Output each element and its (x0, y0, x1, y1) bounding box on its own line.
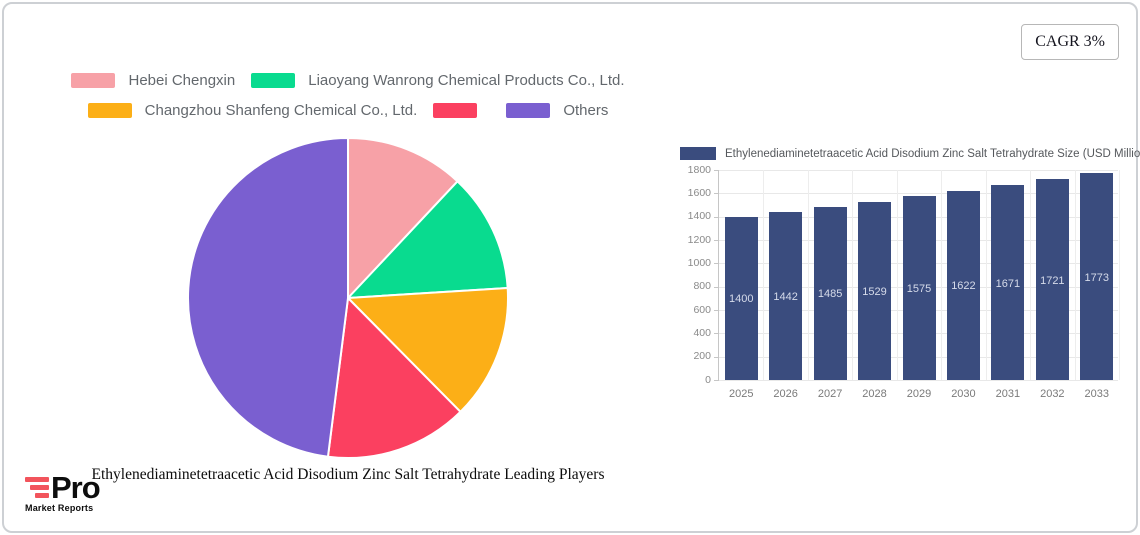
cagr-badge: CAGR 3% (1021, 24, 1119, 60)
y-axis-tick (714, 240, 719, 241)
legend-swatch (506, 103, 551, 118)
logo-subtitle-text: Market Reports (25, 503, 94, 514)
y-axis-tick (714, 216, 719, 218)
y-axis-tick (714, 170, 719, 171)
bar-2033 (1080, 173, 1114, 380)
grid-line-v (1119, 170, 1120, 380)
grid-line-v (985, 170, 987, 380)
x-axis-label: 2032 (1040, 388, 1065, 400)
bar-value-label: 1485 (817, 288, 843, 301)
bar-2026 (769, 211, 803, 380)
y-axis-tick (714, 310, 719, 311)
x-axis-label: 2030 (951, 388, 976, 400)
grid-line-v (896, 170, 898, 380)
x-axis-label: 2026 (773, 388, 798, 400)
logo-brand-text: Pro (51, 470, 101, 505)
pie-slice-0 (347, 137, 459, 299)
bar-value-label: 1575 (906, 283, 932, 296)
grid-line-h (719, 193, 1118, 195)
bar-value-label: 1671 (995, 277, 1021, 290)
pie-legend-item (433, 103, 490, 118)
y-axis-tick (714, 263, 719, 265)
y-axis-label: 800 (693, 280, 711, 293)
grid-line-h (719, 380, 1118, 381)
bar-chart-plot: 0 200 400 600 800 1000 1200 1400 1600 1800 1400 202… (688, 164, 1120, 400)
bar-2032 (1035, 179, 1069, 380)
bar-2025 (724, 216, 758, 380)
bar-legend-swatch (680, 147, 716, 160)
bar-value-label: 1773 (1084, 271, 1109, 284)
grid-line-v (1030, 170, 1032, 380)
y-axis-tick (714, 380, 719, 381)
y-axis-tick (714, 193, 719, 195)
legend-item-label: Changzhou Shanfeng Chemical Co., Ltd. (144, 102, 418, 119)
bar-value-label: 1442 (773, 290, 798, 303)
bar-value-label: 1622 (951, 280, 976, 293)
pie-chart-title: Ethylenediaminetetraacetic Acid Disodium… (91, 466, 605, 483)
y-axis-label: 1000 (687, 256, 711, 269)
bar-2031 (991, 185, 1025, 380)
y-axis-label: 200 (693, 350, 711, 363)
legend-swatch (71, 73, 116, 88)
legend-swatch (87, 103, 132, 118)
pie-chart (186, 137, 509, 459)
grid-line-v (1074, 170, 1076, 380)
pie-legend-item: Hebei Chengxin (71, 72, 235, 89)
bar-legend-label: Ethylenediaminetetraacetic Acid Disodium… (725, 147, 1140, 160)
bar-chart-legend: Ethylenediaminetetraacetic Acid Disodium… (680, 147, 1140, 160)
y-axis-tick (714, 333, 719, 335)
pie-legend-item: Others (506, 102, 608, 119)
x-axis-label: 2033 (1084, 388, 1109, 400)
bar-2028 (858, 201, 892, 380)
bar-value-label: 1529 (862, 285, 887, 298)
logo-bars-icon (25, 477, 49, 499)
y-axis-label: 600 (693, 303, 711, 316)
grid-line-v (852, 170, 854, 380)
pie-legend-item: Changzhou Shanfeng Chemical Co., Ltd. (87, 102, 418, 119)
grid-line-v (807, 170, 809, 380)
grid-line-v (941, 170, 943, 380)
legend-item-label: Liaoyang Wanrong Chemical Products Co., … (308, 72, 625, 89)
legend-swatch (251, 73, 296, 88)
x-axis-label: 2027 (817, 388, 843, 400)
pie-legend-item: Liaoyang Wanrong Chemical Products Co., … (251, 72, 625, 89)
legend-item-label: Others (563, 102, 609, 119)
pie-slice-4 (186, 137, 349, 458)
y-axis-label: 1600 (687, 186, 711, 199)
x-axis-label: 2031 (995, 388, 1021, 400)
bar-2027 (813, 206, 847, 380)
y-axis-label: 1800 (687, 163, 711, 176)
y-axis-label: 1200 (687, 233, 711, 246)
grid-line-v (763, 170, 765, 380)
pro-market-reports-logo: Pro Market Reports (25, 472, 101, 514)
pie-slice-1 (347, 180, 509, 299)
pie-slice-3 (326, 297, 462, 459)
x-axis-label: 2028 (862, 388, 887, 400)
pie-slice-2 (347, 286, 509, 413)
legend-item-label: Hebei Chengxin (128, 72, 236, 89)
y-axis-tick (714, 356, 719, 358)
legend-swatch (433, 103, 478, 118)
bar-value-label: 1400 (728, 293, 754, 306)
bar-2029 (902, 196, 936, 380)
y-axis-label: 400 (693, 326, 711, 339)
pie-legend: Hebei Chengxin Liaoyang Wanrong Chemical … (28, 72, 668, 119)
x-axis-label: 2025 (728, 388, 754, 400)
bar-value-label: 1721 (1040, 274, 1065, 287)
y-axis-tick (714, 286, 719, 288)
bar-2030 (946, 190, 980, 380)
grid-line-h (719, 170, 1118, 171)
y-axis-label: 1400 (687, 210, 711, 223)
y-axis-label: 0 (705, 373, 711, 386)
x-axis-label: 2029 (906, 388, 932, 400)
